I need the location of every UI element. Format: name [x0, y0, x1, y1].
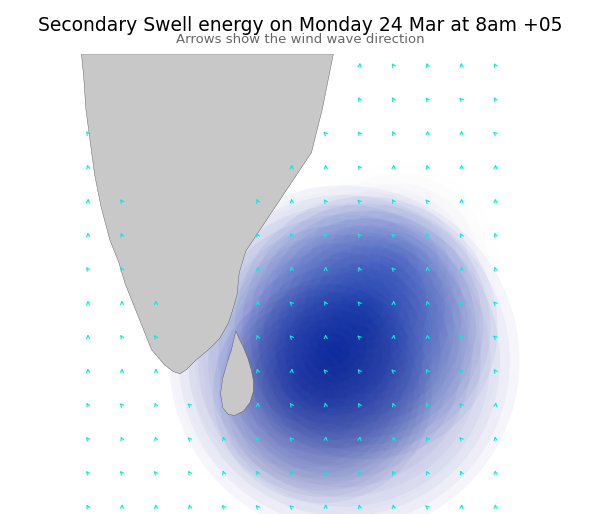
- Polygon shape: [221, 331, 254, 415]
- Circle shape: [358, 297, 375, 315]
- Circle shape: [309, 325, 358, 374]
- Circle shape: [325, 341, 341, 358]
- Circle shape: [317, 333, 350, 366]
- Text: Arrows show the wind wave direction: Arrows show the wind wave direction: [176, 33, 425, 46]
- Text: Secondary Swell energy on Monday 24 Mar at 8am +05: Secondary Swell energy on Monday 24 Mar …: [38, 16, 563, 35]
- Polygon shape: [82, 54, 334, 374]
- Circle shape: [292, 308, 374, 391]
- Circle shape: [300, 317, 366, 382]
